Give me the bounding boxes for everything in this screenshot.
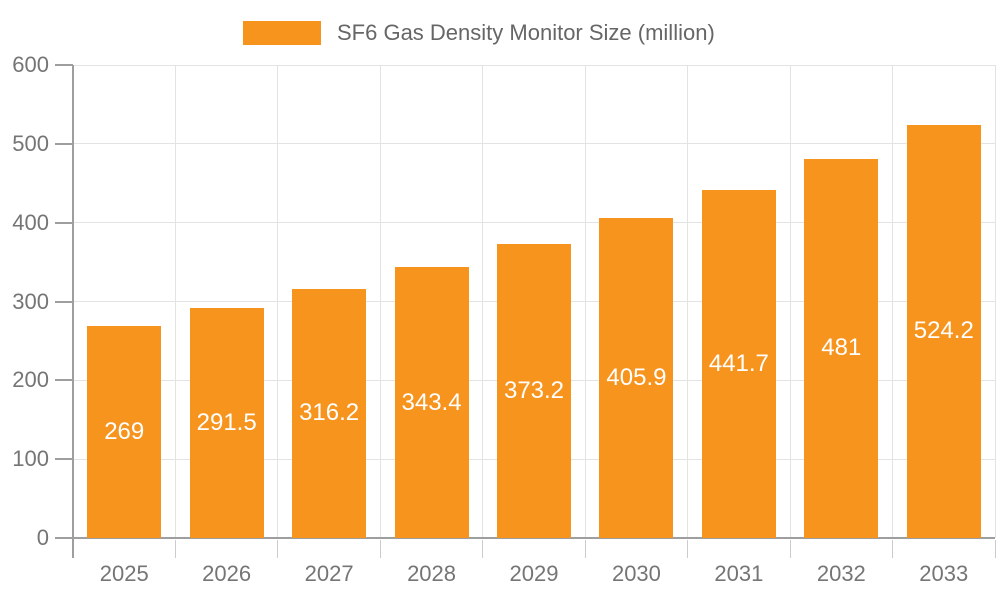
x-axis-label: 2026	[202, 561, 252, 586]
bar-value-label: 441.7	[708, 349, 769, 377]
x-tick	[584, 540, 586, 558]
y-axis-label: 500	[12, 130, 49, 156]
x-gridline	[789, 65, 791, 538]
y-tick	[55, 221, 73, 224]
x-axis-label: 2025	[99, 561, 149, 586]
x-axis-label: 2031	[714, 561, 764, 586]
x-gridline	[892, 65, 894, 538]
y-tick	[55, 300, 73, 303]
x-axis-label: 2029	[509, 561, 559, 586]
x-axis-label: 2027	[304, 561, 354, 586]
y-gridline	[73, 222, 995, 224]
bar-2031[interactable]: 441.7	[701, 189, 776, 538]
y-tick	[55, 64, 73, 66]
y-axis-label: 200	[12, 367, 49, 393]
y-axis-label: 400	[12, 209, 49, 235]
x-tick	[789, 540, 791, 558]
x-tick	[482, 540, 484, 558]
x-gridline	[277, 65, 279, 538]
y-axis-line	[72, 65, 74, 558]
x-axis-label: 2030	[611, 561, 661, 586]
x-tick	[994, 540, 996, 558]
bar-2027[interactable]: 316.2	[292, 288, 367, 538]
x-tick	[687, 540, 689, 558]
y-gridline	[73, 64, 995, 66]
bar-value-label: 373.2	[503, 376, 565, 404]
y-axis-label: 300	[12, 288, 49, 314]
x-gridline	[584, 65, 586, 538]
x-axis-line	[55, 537, 995, 539]
bar-2028[interactable]: 343.4	[394, 267, 469, 538]
bar-value-label: 481	[821, 334, 862, 362]
x-tick	[174, 540, 176, 558]
x-gridline	[174, 65, 176, 538]
bar-value-label: 316.2	[299, 399, 360, 427]
bar-2025[interactable]: 269	[87, 325, 162, 538]
x-gridline	[994, 65, 996, 538]
y-tick	[55, 379, 73, 382]
bar-value-label: 269	[104, 417, 145, 445]
legend-label: SF6 Gas Density Monitor Size (million)	[337, 20, 715, 45]
bar-2032[interactable]: 481	[804, 158, 879, 538]
x-tick	[892, 540, 894, 558]
bar-2029[interactable]: 373.2	[497, 243, 571, 538]
y-axis-label: 100	[12, 446, 49, 472]
x-tick	[379, 540, 381, 558]
legend[interactable]: SF6 Gas Density Monitor Size (million)	[243, 20, 715, 46]
y-axis-label: 600	[12, 52, 49, 77]
x-gridline	[687, 65, 689, 538]
x-axis-label: 2032	[816, 561, 866, 586]
bar-2026[interactable]: 291.5	[189, 308, 264, 538]
x-axis-label: 2028	[407, 561, 457, 586]
legend-swatch-icon	[243, 21, 321, 45]
x-tick	[277, 540, 279, 558]
y-axis-label: 0	[36, 525, 49, 550]
bar-value-label: 524.2	[913, 317, 974, 345]
x-gridline	[379, 65, 381, 538]
y-tick	[55, 458, 73, 461]
bar-2030[interactable]: 405.9	[599, 218, 674, 538]
x-gridline	[482, 65, 484, 538]
bar-value-label: 405.9	[606, 363, 667, 391]
y-tick	[55, 142, 73, 145]
bar-value-label: 291.5	[196, 409, 257, 437]
x-axis-label: 2033	[919, 561, 969, 586]
bar-value-label: 343.4	[401, 388, 462, 416]
y-gridline	[73, 143, 995, 145]
bar-2033[interactable]: 524.2	[906, 124, 981, 538]
